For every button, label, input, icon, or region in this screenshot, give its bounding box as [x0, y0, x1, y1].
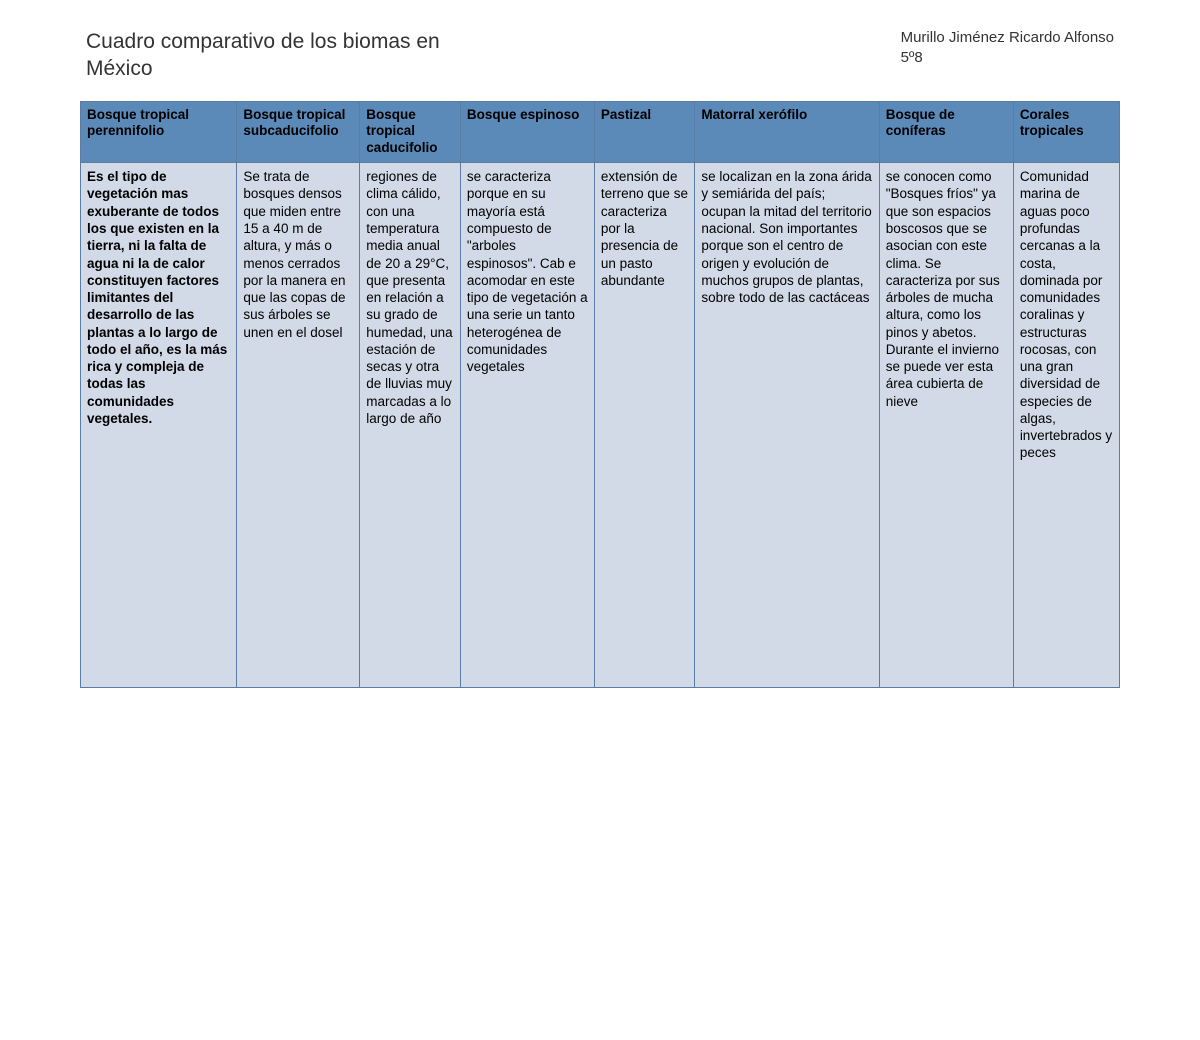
page-title: Cuadro comparativo de los biomas en Méxi…	[86, 28, 466, 83]
col-header: Bosque espinoso	[460, 101, 594, 163]
table-cell: extensión de terreno que se caracteriza …	[594, 163, 695, 688]
header-row: Bosque tropical perennifolio Bosque trop…	[81, 101, 1120, 163]
col-header: Matorral xerófilo	[695, 101, 879, 163]
col-header: Bosque tropical caducifolio	[360, 101, 461, 163]
col-header: Bosque tropical subcaducifolio	[237, 101, 360, 163]
student-group: 5º8	[901, 48, 1114, 68]
table-cell: se localizan en la zona árida y semiárid…	[695, 163, 879, 688]
col-header: Bosque de coníferas	[879, 101, 1013, 163]
table-cell: Comunidad marina de aguas poco profundas…	[1013, 163, 1119, 688]
table-body: Es el tipo de vegetación mas exuberante …	[81, 163, 1120, 688]
table-cell: se caracteriza porque en su mayoría está…	[460, 163, 594, 688]
col-header: Corales tropicales	[1013, 101, 1119, 163]
table-cell: Es el tipo de vegetación mas exuberante …	[81, 163, 237, 688]
table-head: Bosque tropical perennifolio Bosque trop…	[81, 101, 1120, 163]
table-cell: se conocen como "Bosques fríos" ya que s…	[879, 163, 1013, 688]
table-row: Es el tipo de vegetación mas exuberante …	[81, 163, 1120, 688]
table-cell: regiones de clima cálido, con una temper…	[360, 163, 461, 688]
col-header: Bosque tropical perennifolio	[81, 101, 237, 163]
student-name: Murillo Jiménez Ricardo Alfonso	[901, 28, 1114, 48]
table-cell: Se trata de bosques densos que miden ent…	[237, 163, 360, 688]
biomes-table: Bosque tropical perennifolio Bosque trop…	[80, 101, 1120, 689]
student-info: Murillo Jiménez Ricardo Alfonso 5º8	[901, 28, 1114, 69]
col-header: Pastizal	[594, 101, 695, 163]
header: Cuadro comparativo de los biomas en Méxi…	[80, 28, 1120, 83]
